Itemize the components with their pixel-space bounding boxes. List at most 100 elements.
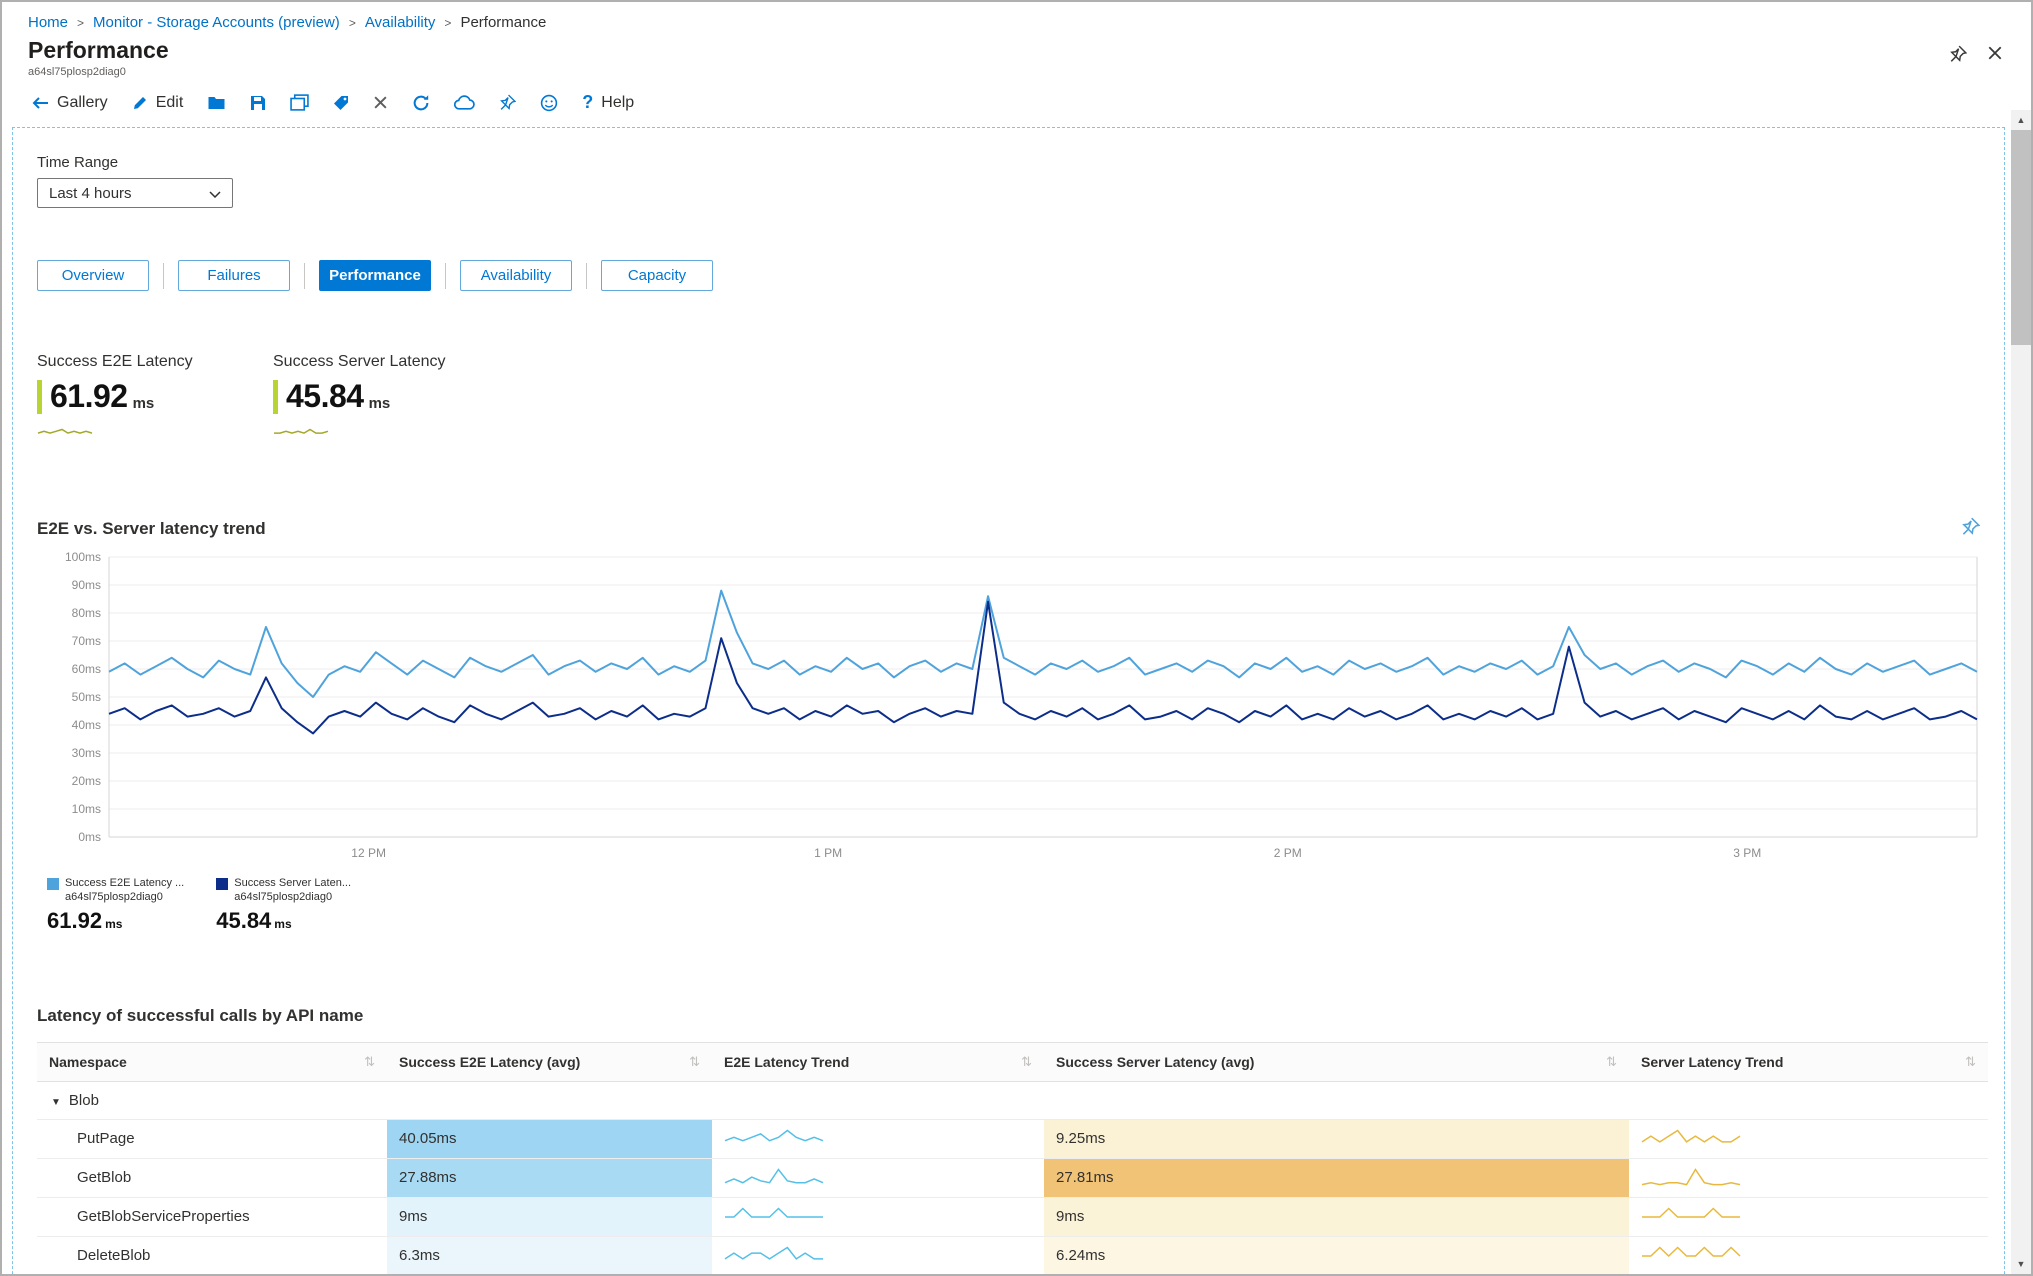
col-label: Success Server Latency (avg) bbox=[1056, 1053, 1255, 1070]
svg-text:100ms: 100ms bbox=[65, 550, 101, 564]
sort-icon[interactable]: ⇅ bbox=[1021, 1053, 1032, 1069]
metric-label: Success E2E Latency bbox=[37, 353, 193, 370]
vertical-scrollbar[interactable]: ▲ ▼ bbox=[2011, 110, 2031, 1274]
col-namespace[interactable]: Namespace ⇅ bbox=[37, 1041, 387, 1082]
close-blade-icon[interactable] bbox=[1987, 45, 2003, 68]
save-copy-icon bbox=[290, 94, 310, 111]
e2e-latency-trend-sparkline bbox=[712, 1158, 1044, 1198]
tag-button[interactable] bbox=[324, 91, 358, 115]
server-latency-trend-sparkline bbox=[1629, 1158, 1988, 1198]
tab-capacity[interactable]: Capacity bbox=[601, 260, 713, 291]
help-label: Help bbox=[601, 93, 635, 111]
sort-icon[interactable]: ⇅ bbox=[1965, 1053, 1976, 1069]
export-button[interactable] bbox=[445, 91, 484, 114]
group-row-blob[interactable]: ▼ Blob bbox=[37, 1081, 1988, 1120]
svg-text:70ms: 70ms bbox=[72, 634, 101, 648]
table-row-deleteblob[interactable]: DeleteBlob 6.3ms 6.24ms bbox=[37, 1236, 1988, 1274]
server-latency-trend-sparkline bbox=[1629, 1197, 1988, 1237]
col-e2e-latency-trend[interactable]: E2E Latency Trend ⇅ bbox=[712, 1041, 1044, 1082]
tab-failures[interactable]: Failures bbox=[178, 260, 290, 291]
tab-availability[interactable]: Availability bbox=[460, 260, 572, 291]
svg-text:20ms: 20ms bbox=[72, 774, 101, 788]
time-range-dropdown[interactable]: Last 4 hours bbox=[37, 178, 233, 208]
close-icon bbox=[373, 95, 388, 110]
server-latency-value: 6.24ms bbox=[1044, 1236, 1629, 1274]
pin-blade-icon[interactable] bbox=[1949, 45, 1968, 68]
scroll-up-icon[interactable]: ▲ bbox=[2016, 115, 2026, 125]
breadcrumb-monitor-storage-accounts[interactable]: Monitor - Storage Accounts (preview) bbox=[93, 14, 340, 31]
metric-sparkline bbox=[37, 427, 219, 445]
e2e-latency-trend-sparkline bbox=[712, 1197, 1044, 1237]
col-label: Success E2E Latency (avg) bbox=[399, 1053, 581, 1070]
pin-chart-icon[interactable] bbox=[1961, 517, 1981, 541]
metric-value: 45.84 bbox=[286, 378, 364, 414]
svg-text:2 PM: 2 PM bbox=[1274, 846, 1302, 860]
scroll-down-icon[interactable]: ▼ bbox=[2016, 1259, 2026, 1269]
e2e-latency-value: 6.3ms bbox=[387, 1236, 712, 1274]
toolbar: Gallery Edit bbox=[2, 78, 2031, 127]
col-label: Namespace bbox=[49, 1053, 127, 1070]
breadcrumb-home[interactable]: Home bbox=[28, 14, 69, 31]
tab-separator bbox=[163, 262, 164, 289]
save-as-button[interactable] bbox=[281, 90, 318, 115]
table-row-getblobserviceproperties[interactable]: GetBlobServiceProperties 9ms 9ms bbox=[37, 1197, 1988, 1237]
col-e2e-latency-avg[interactable]: Success E2E Latency (avg) ⇅ bbox=[387, 1041, 712, 1082]
col-server-latency-trend[interactable]: Server Latency Trend ⇅ bbox=[1629, 1041, 1988, 1082]
gallery-button[interactable]: Gallery bbox=[22, 90, 117, 116]
page-subtitle: a64sl75plosp2diag0 bbox=[28, 66, 126, 78]
save-icon bbox=[250, 95, 266, 111]
legend-swatch bbox=[216, 878, 229, 890]
svg-text:1 PM: 1 PM bbox=[814, 846, 842, 860]
breadcrumb-availability[interactable]: Availability bbox=[364, 14, 436, 31]
metric-sparkline bbox=[273, 427, 455, 445]
e2e-latency-value: 27.88ms bbox=[387, 1158, 712, 1198]
api-name: DeleteBlob bbox=[37, 1236, 387, 1274]
workbook-content: Time Range Last 4 hours Overview Failures… bbox=[12, 127, 2005, 1274]
time-range-value: Last 4 hours bbox=[49, 184, 132, 202]
legend-unit: ms bbox=[274, 916, 292, 931]
legend-unit: ms bbox=[105, 916, 123, 931]
legend-series-subtitle: a64sl75plosp2diag0 bbox=[65, 890, 163, 903]
col-server-latency-avg[interactable]: Success Server Latency (avg) ⇅ bbox=[1044, 1041, 1629, 1082]
time-range-label: Time Range bbox=[37, 154, 119, 171]
latency-trend-chart[interactable]: 0ms 10ms 20ms 30ms 40ms 50ms 60ms 70ms 80ms 90ms 1… bbox=[37, 547, 1987, 865]
table-row-getblob[interactable]: GetBlob 27.88ms 27.81ms bbox=[37, 1158, 1988, 1198]
metric-accent-bar bbox=[273, 379, 278, 414]
arrow-left-icon bbox=[31, 96, 49, 110]
server-latency-trend-sparkline bbox=[1629, 1236, 1988, 1274]
sort-icon[interactable]: ⇅ bbox=[1606, 1053, 1617, 1069]
tab-overview[interactable]: Overview bbox=[37, 260, 149, 291]
breadcrumb: Home > Monitor - Storage Accounts (previ… bbox=[2, 2, 2031, 35]
legend-item[interactable]: Success Server Laten... a64sl75plosp2diag… bbox=[216, 877, 351, 934]
api-latency-section: Latency of successful calls by API name … bbox=[37, 1006, 1988, 1274]
feedback-button[interactable] bbox=[531, 90, 567, 116]
tab-performance[interactable]: Performance bbox=[319, 260, 431, 291]
save-button[interactable] bbox=[241, 91, 275, 115]
server-latency-value: 9ms bbox=[1044, 1197, 1629, 1237]
sort-icon[interactable]: ⇅ bbox=[689, 1053, 700, 1069]
table-row-putpage[interactable]: PutPage 40.05ms 9.25ms bbox=[37, 1119, 1988, 1159]
sort-icon[interactable]: ⇅ bbox=[364, 1053, 375, 1069]
help-button[interactable]: ? Help bbox=[573, 88, 643, 117]
pin-button[interactable] bbox=[490, 90, 525, 115]
collapse-chevron-icon[interactable]: ▼ bbox=[51, 1096, 61, 1108]
edit-button[interactable]: Edit bbox=[123, 90, 193, 116]
group-label: Blob bbox=[68, 1091, 99, 1109]
pin-icon bbox=[499, 94, 517, 111]
metric-tiles: Success E2E Latency 61.92 ms Success Server… bbox=[37, 353, 1988, 445]
refresh-button[interactable] bbox=[403, 90, 439, 116]
open-button[interactable] bbox=[198, 91, 235, 114]
legend-item[interactable]: Success E2E Latency ... a64sl75plosp2diag… bbox=[47, 877, 184, 934]
legend-value: 61.92 ms bbox=[47, 907, 123, 933]
chart-legend: Success E2E Latency ... a64sl75plosp2diag… bbox=[37, 877, 1988, 934]
svg-text:10ms: 10ms bbox=[72, 802, 101, 816]
breadcrumb-separator: > bbox=[348, 15, 356, 30]
api-name: GetBlobServiceProperties bbox=[37, 1197, 387, 1237]
smiley-icon bbox=[540, 94, 558, 112]
metric-accent-bar bbox=[37, 379, 42, 414]
scrollbar-thumb[interactable] bbox=[2011, 130, 2031, 345]
api-latency-table: Namespace ⇅ Success E2E Latency (avg) ⇅ E2… bbox=[37, 1041, 1988, 1274]
close-button[interactable] bbox=[364, 91, 397, 114]
pencil-icon bbox=[132, 95, 148, 111]
